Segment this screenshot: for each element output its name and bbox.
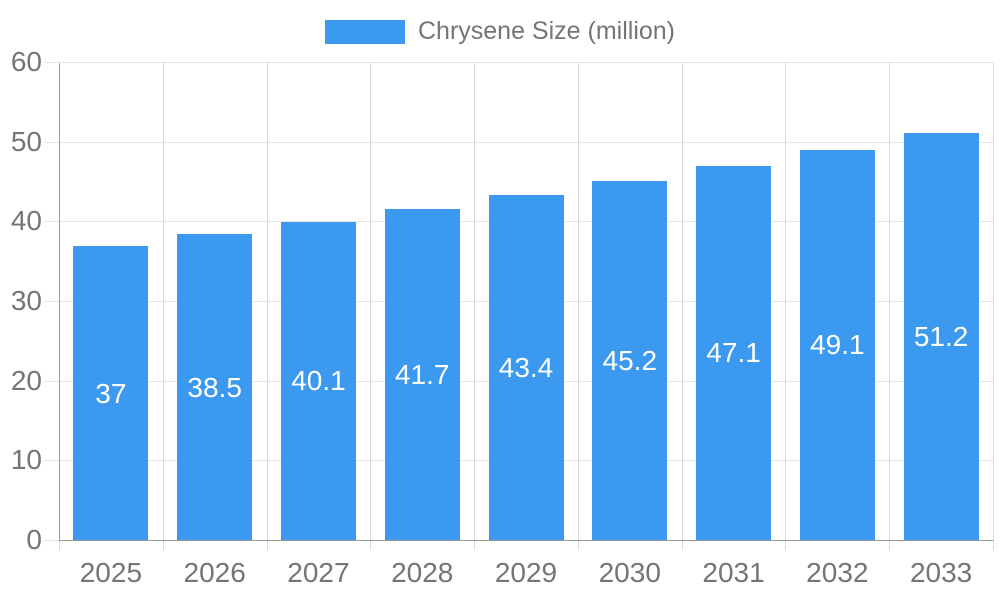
bar-2025 (73, 246, 149, 541)
x-gridline (889, 63, 890, 550)
x-axis-line (59, 540, 993, 541)
bar-value-label: 43.4 (498, 352, 554, 384)
x-tick-label: 2031 (702, 557, 765, 588)
y-gridline (44, 62, 993, 63)
bar-value-label: 47.1 (706, 337, 761, 369)
bar-2031 (696, 165, 772, 541)
x-tick-label: 2029 (494, 557, 558, 588)
bar-2029 (488, 195, 564, 541)
bar-2027 (280, 221, 356, 541)
x-gridline (993, 63, 994, 550)
y-tick-label: 50 (10, 125, 42, 157)
x-gridline (474, 63, 475, 550)
bar-value-label: 49.1 (810, 329, 865, 361)
bar-2033 (903, 133, 979, 541)
y-tick-label: 20 (10, 364, 42, 396)
x-gridline (163, 63, 164, 550)
x-tick-label: 2025 (79, 557, 143, 588)
y-tick-label: 60 (10, 46, 42, 77)
x-tick-label: 2030 (598, 557, 661, 588)
bar-value-label: 45.2 (602, 344, 658, 376)
bar-2030 (592, 180, 668, 541)
bar-value-label: 37 (95, 377, 127, 409)
x-tick-label: 2026 (183, 557, 246, 588)
bar-2032 (799, 149, 875, 541)
x-tick-label: 2028 (391, 557, 454, 588)
bar-value-label: 41.7 (394, 358, 450, 390)
x-gridline (578, 63, 579, 550)
x-gridline (785, 63, 786, 550)
legend-swatch (324, 19, 405, 44)
bar-2028 (384, 208, 460, 541)
y-tick-label: 40 (10, 205, 42, 237)
bar-2026 (177, 234, 253, 541)
x-tick-label: 2027 (287, 557, 350, 588)
x-tick-label: 2033 (909, 557, 973, 588)
y-gridline (44, 141, 993, 143)
x-gridline (267, 63, 268, 550)
bar-value-label: 38.5 (187, 371, 242, 403)
bar-value-label: 40.1 (291, 365, 346, 397)
plot-area: 0 10 20 30 40 50 60 37 2025 38.5 2026 40.1 2027 41.7 2… (11, 48, 994, 587)
y-tick-label: 10 (10, 444, 42, 476)
y-tick-label: 0 (26, 524, 42, 555)
legend-label: Chrysene Size (million) (417, 17, 676, 45)
bar-value-label: 51.2 (913, 321, 969, 353)
x-gridline (370, 63, 371, 550)
legend: Chrysene Size (million) (0, 19, 1000, 44)
x-tick-label: 2032 (806, 557, 869, 588)
y-axis-line (59, 63, 60, 541)
y-tick-label: 30 (10, 285, 42, 316)
x-gridline (682, 63, 683, 550)
